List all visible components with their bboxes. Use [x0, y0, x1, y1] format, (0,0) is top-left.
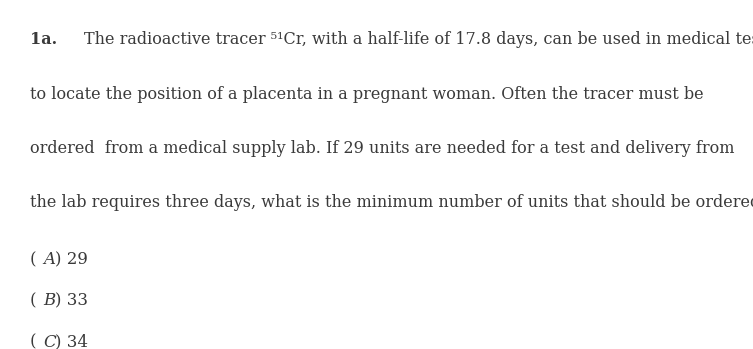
Text: the lab requires three days, what is the minimum number of units that should be : the lab requires three days, what is the… [30, 194, 753, 211]
Text: ) 33: ) 33 [55, 292, 88, 310]
Text: 1a.: 1a. [30, 31, 57, 49]
Text: B: B [43, 292, 55, 310]
Text: (: ( [30, 251, 37, 268]
Text: ) 29: ) 29 [55, 251, 88, 268]
Text: (: ( [30, 334, 37, 349]
Text: C: C [43, 334, 56, 349]
Text: (: ( [30, 292, 37, 310]
Text: to locate the position of a placenta in a pregnant woman. Often the tracer must : to locate the position of a placenta in … [30, 86, 704, 103]
Text: ) 34: ) 34 [55, 334, 88, 349]
Text: ordered  from a medical supply lab. If 29 units are needed for a test and delive: ordered from a medical supply lab. If 29… [30, 140, 735, 157]
Text: A: A [43, 251, 55, 268]
Text: The radioactive tracer ⁵¹Cr, with a half-life of 17.8 days, can be used in medic: The radioactive tracer ⁵¹Cr, with a half… [84, 31, 753, 49]
